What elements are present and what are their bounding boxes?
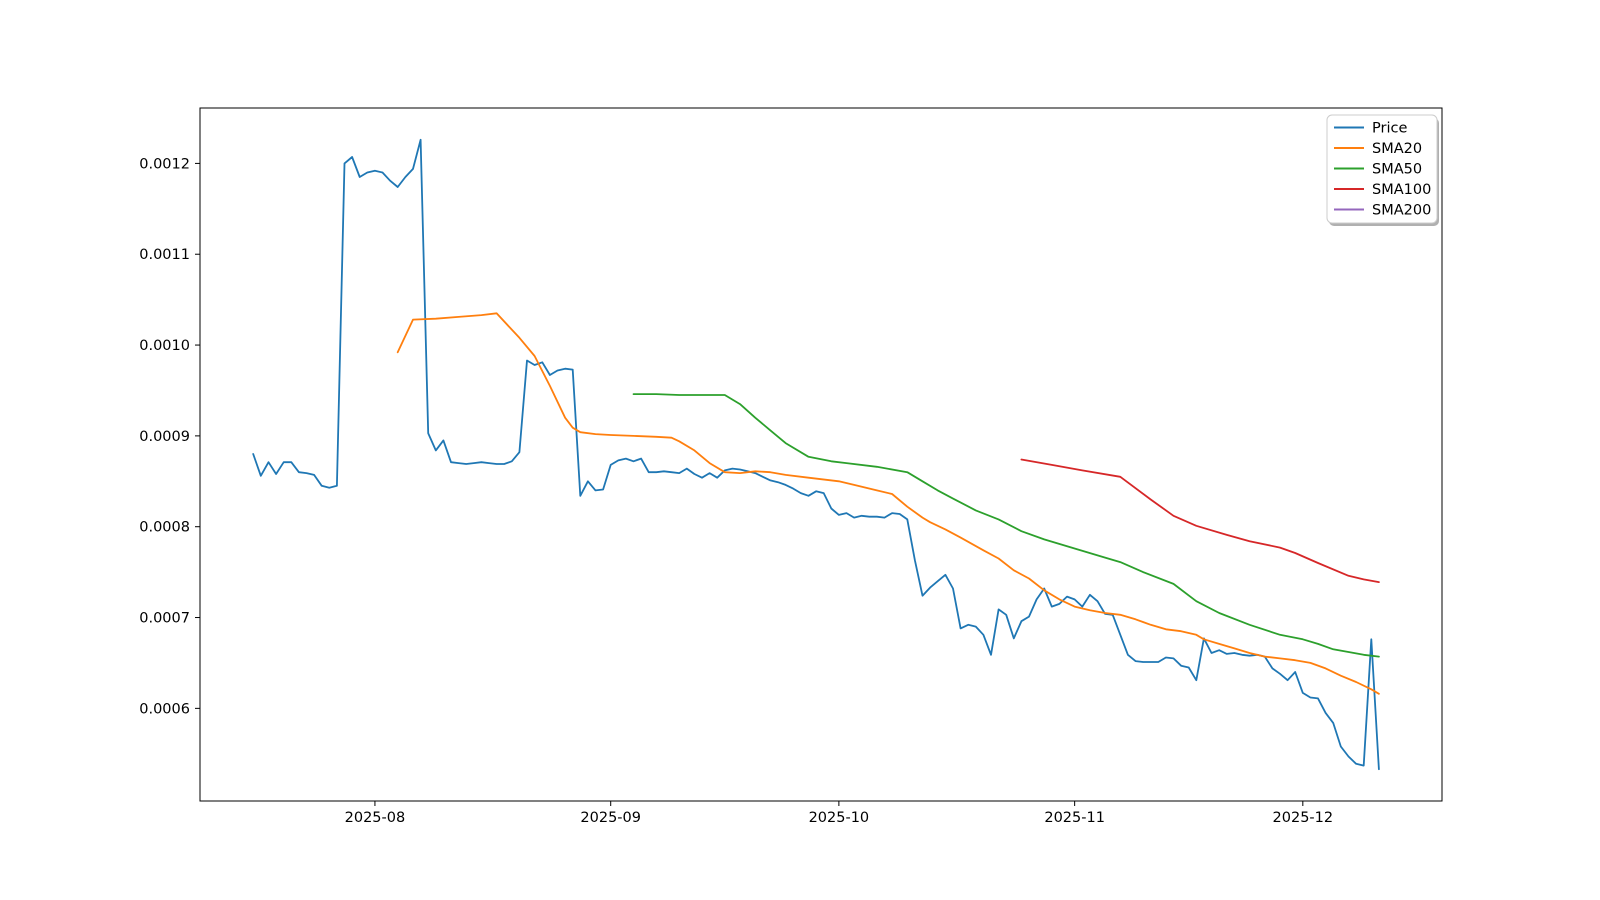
x-tick-label: 2025-08 [345, 810, 406, 826]
y-tick-label: 0.0007 [139, 611, 190, 627]
legend-label-sma100: SMA100 [1372, 182, 1431, 198]
x-tick-label: 2025-09 [580, 810, 641, 826]
y-tick-label: 0.0012 [139, 156, 190, 172]
series-line-sma20 [396, 312, 1380, 695]
series-layer [252, 138, 1380, 771]
series-line-sma100 [1020, 458, 1380, 583]
legend: Price SMA20 SMA50 SMA100 SMA200 [1326, 114, 1439, 226]
legend-label-sma20: SMA20 [1372, 141, 1422, 157]
legend-label-price: Price [1372, 121, 1407, 137]
y-tick-label: 0.0006 [139, 701, 190, 717]
x-tick-label: 2025-12 [1273, 810, 1334, 826]
x-tick-label: 2025-11 [1044, 810, 1105, 826]
legend-label-sma200: SMA200 [1372, 203, 1431, 219]
y-tick-label: 0.0011 [139, 247, 190, 263]
legend-label-sma50: SMA50 [1372, 162, 1422, 178]
legend-box [1326, 114, 1438, 224]
series-line-price [252, 138, 1380, 771]
axes-layer: 2025-08 2025-09 2025-10 2025-11 2025-12 0.000… [139, 107, 1443, 826]
y-tick-label: 0.0009 [139, 429, 190, 445]
plot-frame [199, 107, 1443, 802]
series-line-sma50 [632, 393, 1380, 658]
y-tick-label: 0.0010 [139, 338, 190, 354]
x-tick-label: 2025-10 [809, 810, 870, 826]
y-tick-label: 0.0008 [139, 520, 190, 536]
